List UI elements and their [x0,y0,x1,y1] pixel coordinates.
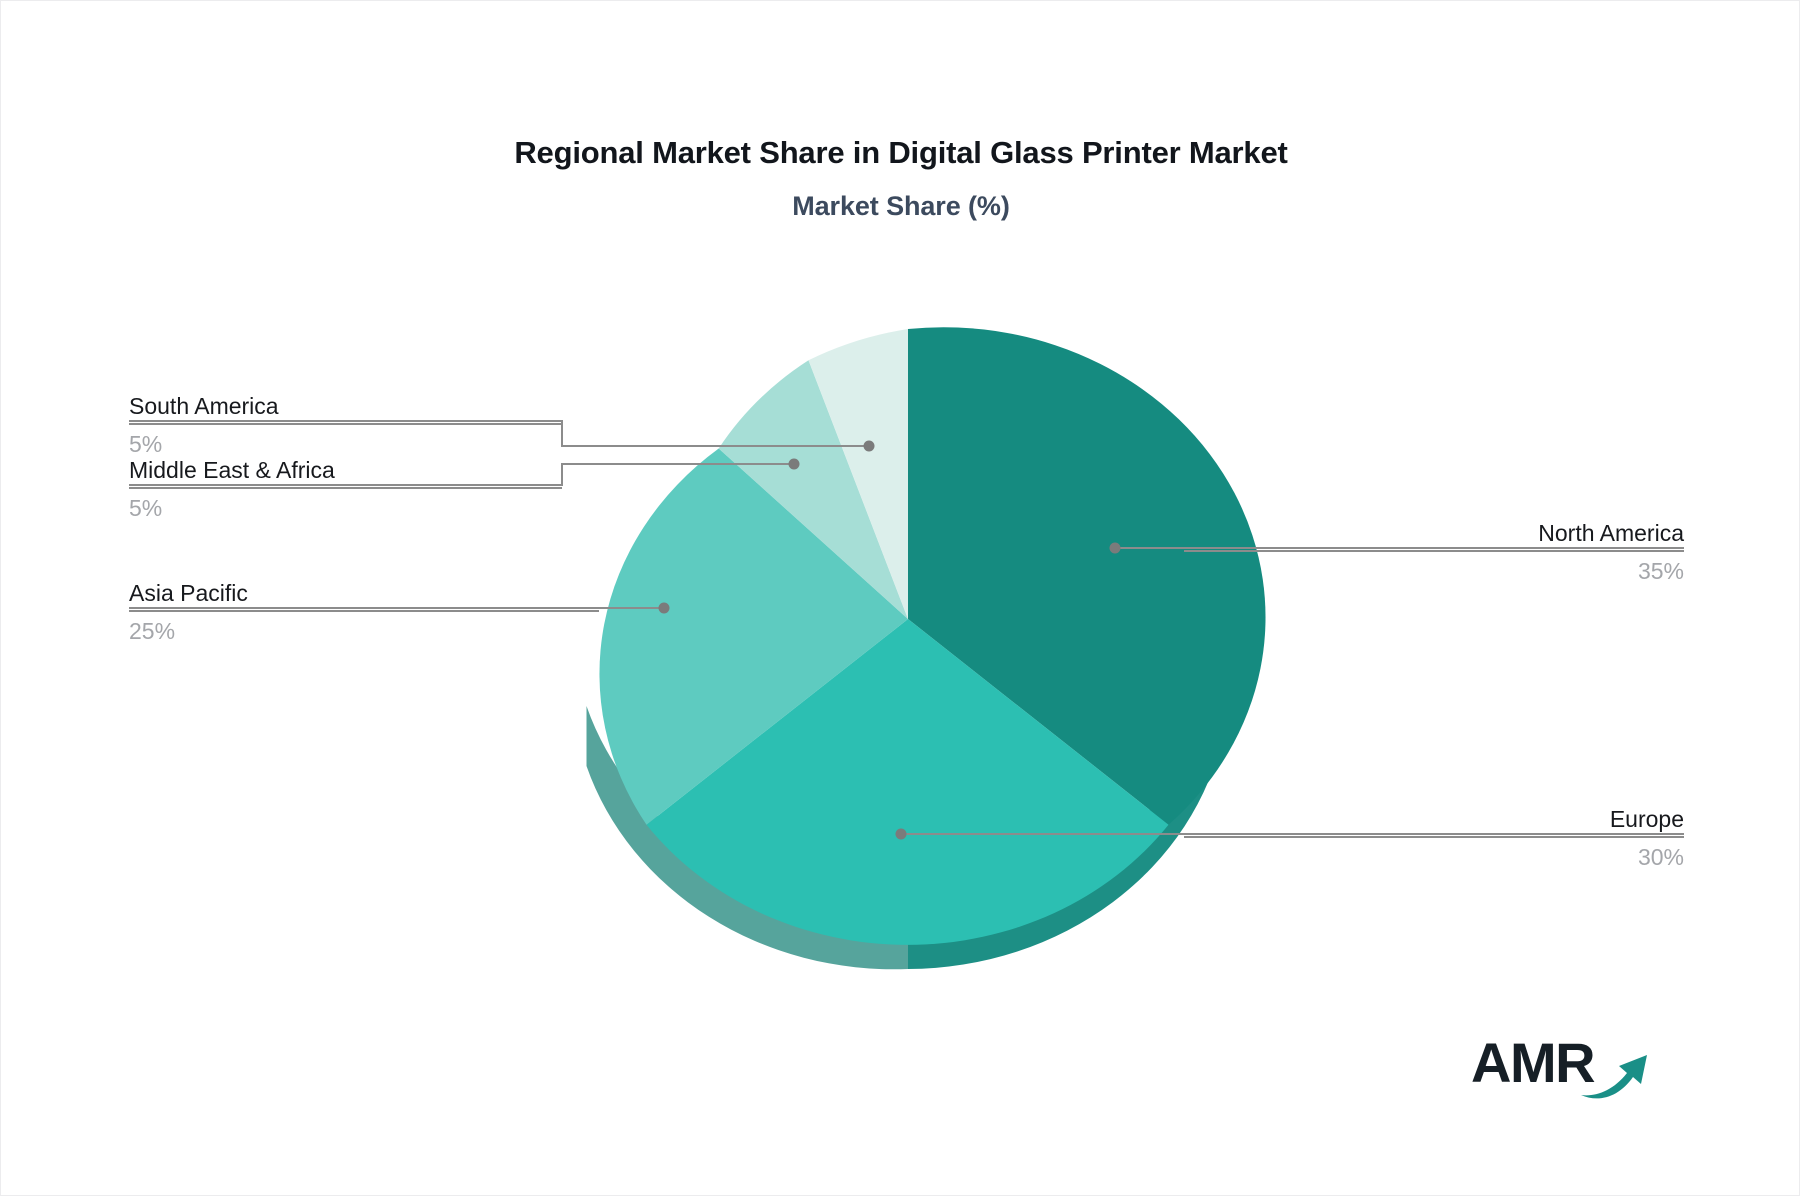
callout-europe: Europe 30% [1184,804,1684,873]
pie-slice-asia-pacific [599,448,908,825]
callout-label-south-america: South America [129,393,279,419]
leader-dot-asia-pacific [658,602,670,614]
pie-top-face [599,327,1266,945]
callout-label-north-america: North America [1538,520,1684,546]
callout-rule-north-america [1184,550,1684,552]
callout-rule-asia-pacific [129,610,599,612]
callout-rule-middle-east-africa [129,487,562,489]
callout-value-north-america: 35% [1637,558,1684,584]
chart-subtitle: Market Share (%) [792,191,1010,221]
growth-arrow-icon [1581,1055,1647,1099]
callout-south-america: South America 5% [129,391,562,460]
callout-rule-europe [1184,836,1684,838]
callout-value-europe: 30% [1637,844,1684,870]
amr-logo-text: AMR [1471,1031,1596,1094]
leader-dot-south-america [863,440,875,452]
pie-slice-europe [646,619,1169,945]
pie-slice-middle-east-africa [718,360,908,619]
chart-title: Regional Market Share in Digital Glass P… [514,135,1288,170]
pie-slice-north-america [908,327,1266,825]
callout-rule-south-america [129,423,562,425]
callout-label-asia-pacific: Asia Pacific [129,580,248,606]
leader-dot-middle-east-africa [788,458,800,470]
leader-dot-north-america [1109,542,1121,554]
callout-label-middle-east-africa: Middle East & Africa [129,457,335,483]
callout-value-asia-pacific: 25% [129,618,176,644]
leader-line-middle-east-africa [129,463,794,486]
leader-lines [129,420,1684,840]
leader-dot-europe [895,828,907,840]
amr-logo: AMR [1471,1031,1651,1111]
callout-asia-pacific: Asia Pacific 25% [129,578,599,647]
leader-line-south-america [129,420,869,447]
callout-value-middle-east-africa: 5% [129,495,163,521]
callout-label-europe: Europe [1609,806,1684,832]
callout-value-south-america: 5% [129,431,163,457]
callout-middle-east-africa: Middle East & Africa 5% [129,455,562,524]
callout-north-america: North America 35% [1184,518,1684,587]
pie-slice-south-america [808,329,908,619]
